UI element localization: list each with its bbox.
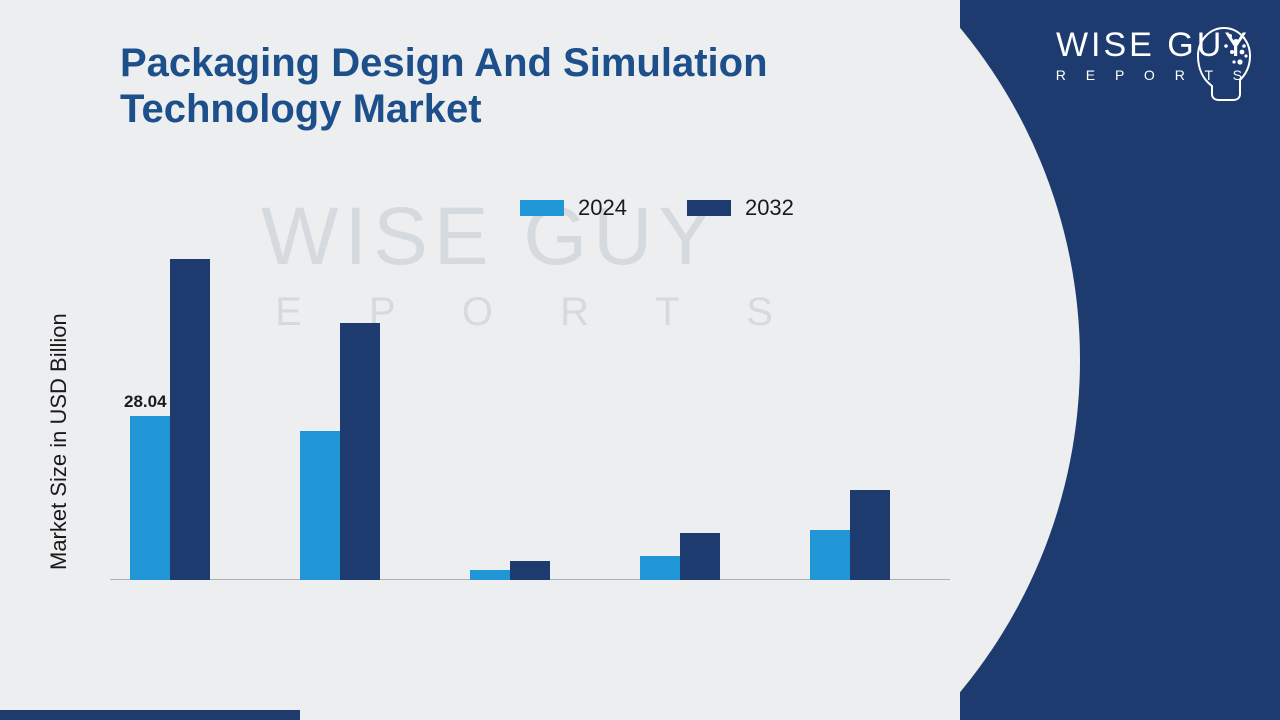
bar-2024 bbox=[470, 570, 510, 581]
chart-title: Packaging Design And Simulation Technolo… bbox=[120, 40, 840, 132]
legend-label-2032: 2032 bbox=[745, 195, 794, 221]
bar-2024 bbox=[300, 431, 340, 580]
bar-2032 bbox=[850, 490, 890, 580]
legend-swatch-2032 bbox=[687, 200, 731, 216]
legend: 2024 2032 bbox=[520, 195, 794, 221]
bar-value-label: 28.04 bbox=[124, 392, 167, 412]
page-root: WISE GUY R E P O R T S Packaging Design … bbox=[0, 0, 1280, 720]
bar-2032 bbox=[340, 323, 380, 580]
bar-2032 bbox=[170, 259, 210, 580]
y-axis-label: Market Size in USD Billion bbox=[46, 313, 72, 570]
legend-swatch-2024 bbox=[520, 200, 564, 216]
chart-plot-area: NORTH AMERICAEUROPESOUTH AMERICAASIA PAC… bbox=[110, 230, 950, 580]
legend-item-2024: 2024 bbox=[520, 195, 627, 221]
bottom-accent-bar bbox=[0, 710, 300, 720]
brand-head-icon bbox=[1186, 22, 1256, 102]
bar-2032 bbox=[510, 561, 550, 580]
brand-logo: WISE GUY R E P O R T S bbox=[1056, 28, 1250, 82]
legend-label-2024: 2024 bbox=[578, 195, 627, 221]
bar-2024 bbox=[810, 530, 850, 580]
bar-2024 bbox=[130, 416, 170, 580]
legend-item-2032: 2032 bbox=[687, 195, 794, 221]
bar-2024 bbox=[640, 556, 680, 581]
bar-2032 bbox=[680, 533, 720, 580]
